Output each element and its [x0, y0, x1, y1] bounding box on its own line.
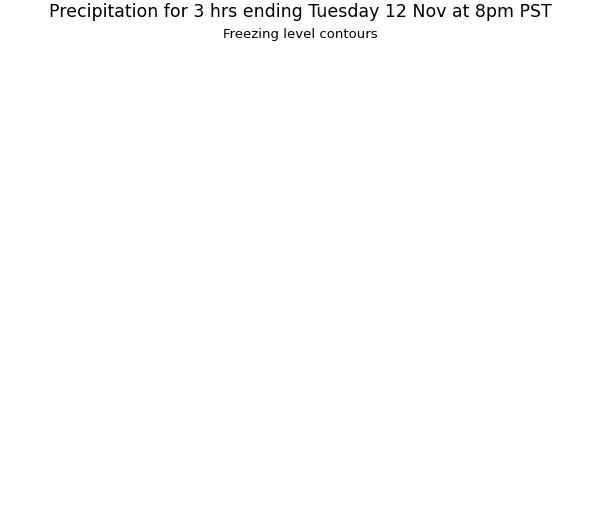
Text: Freezing level contours: Freezing level contours: [223, 28, 378, 41]
Text: Precipitation for 3 hrs ending Tuesday 12 Nov at 8pm PST: Precipitation for 3 hrs ending Tuesday 1…: [49, 3, 552, 21]
